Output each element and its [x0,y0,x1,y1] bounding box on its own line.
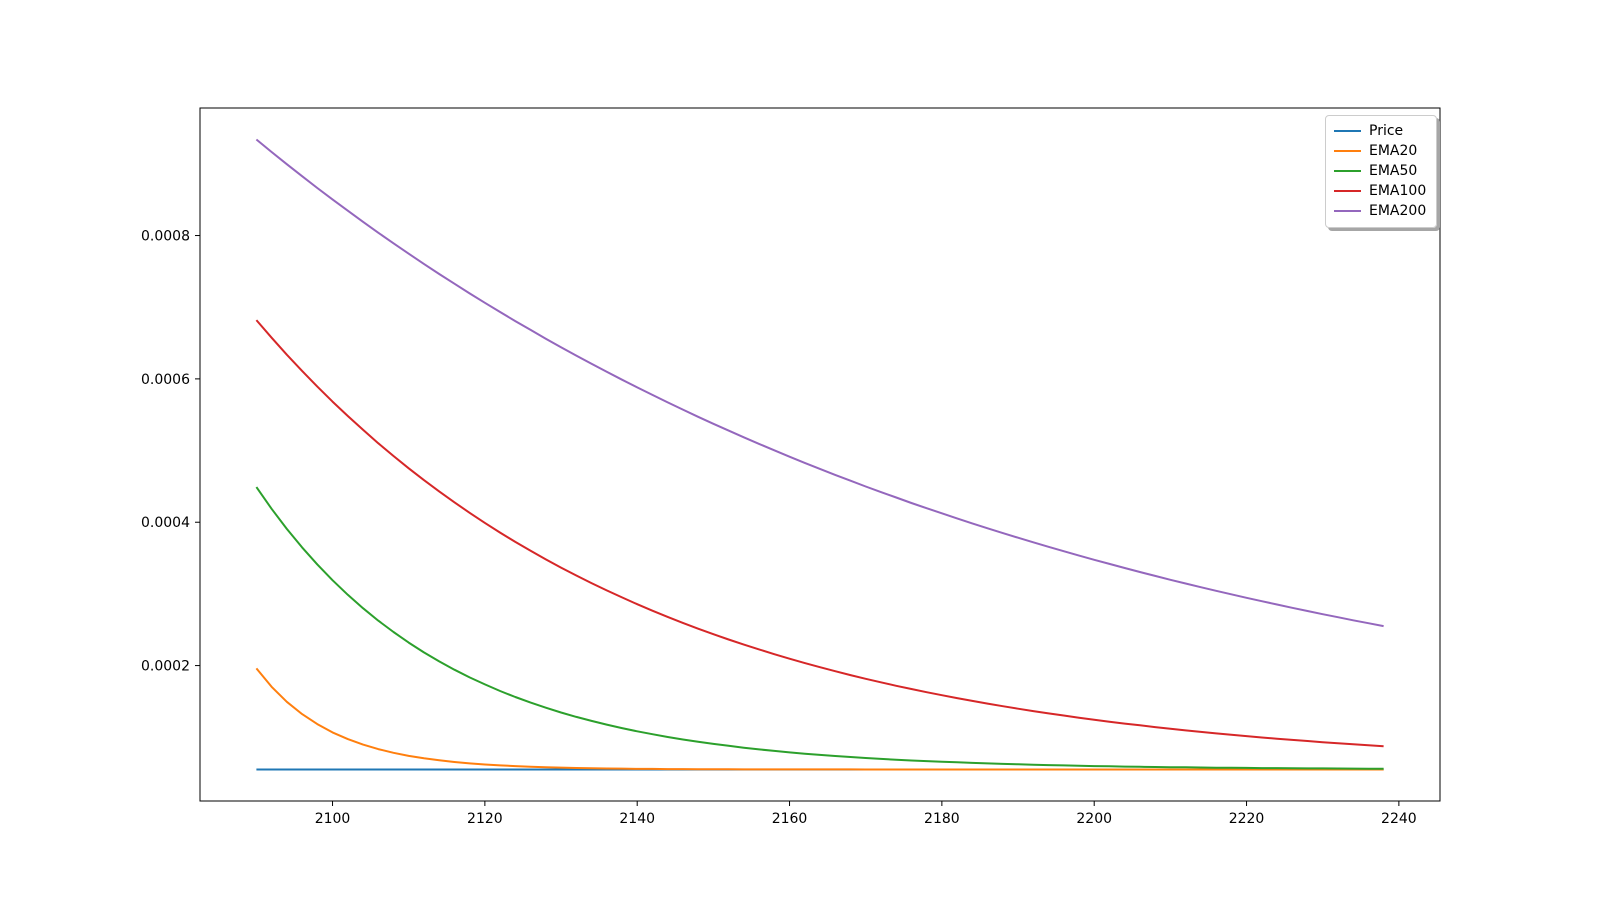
legend-entry-ema20: EMA20 [1334,141,1428,161]
y-tick-label: 0.0008 [141,229,190,245]
legend-line-sample-ema200 [1334,210,1361,212]
legend-entry-ema100: EMA100 [1334,181,1428,201]
series-lines [255,138,1384,771]
y-tick-label: 0.0002 [141,659,190,675]
y-tick-label: 0.0006 [141,372,190,388]
legend-entry-price: Price [1334,121,1428,141]
legend-label: EMA50 [1369,163,1418,179]
x-tick-label: 2140 [619,811,655,827]
x-tick-label: 2180 [924,811,960,827]
legend-line-sample-ema50 [1334,170,1361,172]
legend-entry-ema200: EMA200 [1334,201,1428,221]
series-line-ema100 [255,319,1384,748]
series-line-ema20 [255,667,1384,771]
y-axis-ticks: 0.0002 0.0004 0.0006 0.0008 [141,229,200,675]
x-tick-label: 2120 [467,811,503,827]
legend-label: EMA200 [1369,203,1427,219]
x-tick-label: 2200 [1076,811,1112,827]
x-axis-ticks: 2100 2120 2140 2160 2180 2200 2220 2240 [315,801,1417,827]
legend-line-sample-ema100 [1334,190,1361,192]
x-tick-label: 2100 [315,811,351,827]
legend-label: Price [1369,123,1404,139]
legend-line-sample-price [1334,130,1361,132]
y-tick-label: 0.0004 [141,515,190,531]
x-tick-label: 2240 [1381,811,1417,827]
legend-line-sample-ema20 [1334,150,1361,152]
x-tick-label: 2160 [772,811,808,827]
legend: Price EMA20 EMA50 EMA100 EMA200 [1325,115,1437,228]
plot-frame [199,107,1441,802]
series-line-ema200 [255,138,1384,628]
legend-label: EMA100 [1369,183,1427,199]
legend-label: EMA20 [1369,143,1418,159]
x-tick-label: 2220 [1229,811,1265,827]
series-line-ema50 [255,486,1384,770]
legend-entry-ema50: EMA50 [1334,161,1428,181]
